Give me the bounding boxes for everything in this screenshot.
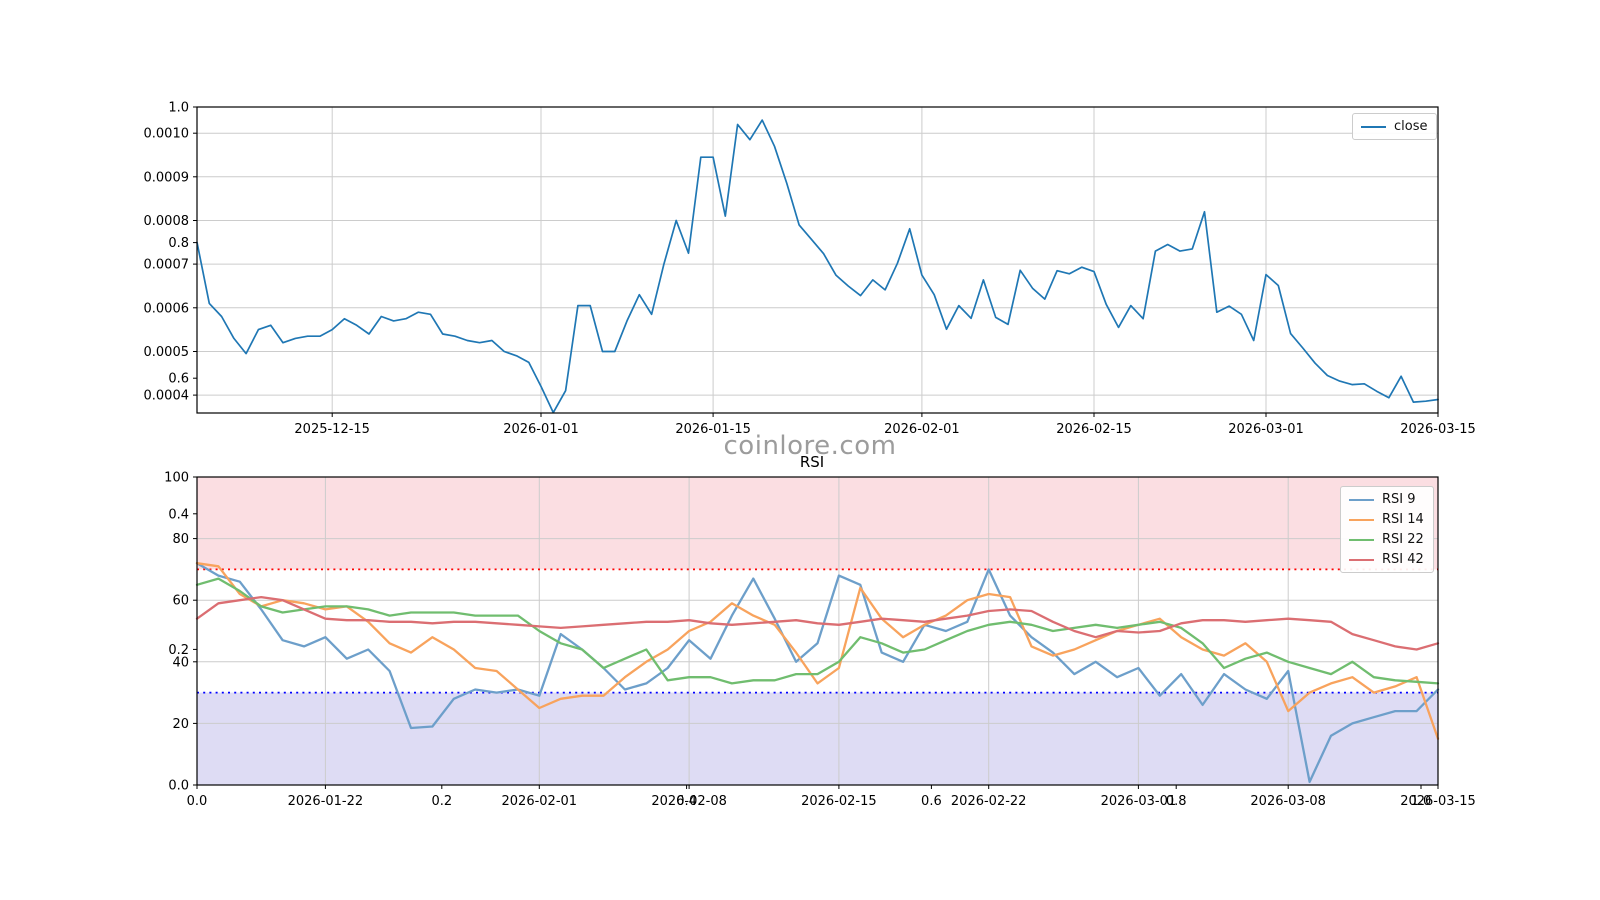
legend-label: RSI 22 xyxy=(1382,532,1424,547)
legend-item-close: close xyxy=(1361,118,1427,135)
rsi42-line-swatch xyxy=(1349,558,1374,561)
svg-text:0.0005: 0.0005 xyxy=(144,345,190,360)
rsi-x-axis: 2026-01-22 2026-02-01 2026-02-08 2026-02-15… xyxy=(288,785,1476,809)
price-x-axis: 2025-12-15 2026-01-01 2026-01-15 2026-02-01… xyxy=(294,413,1476,437)
legend-label: RSI 9 xyxy=(1382,492,1416,507)
svg-text:0.4: 0.4 xyxy=(676,794,697,809)
svg-text:2026-03-01: 2026-03-01 xyxy=(1101,794,1177,809)
svg-text:0.6: 0.6 xyxy=(921,794,942,809)
svg-text:2026-01-15: 2026-01-15 xyxy=(675,422,751,437)
svg-text:2026-02-08: 2026-02-08 xyxy=(651,794,727,809)
price-legend: close xyxy=(1352,113,1438,140)
rsi-chart: 2026-01-22 2026-02-01 2026-02-08 2026-02-15… xyxy=(164,471,1476,810)
legend-label: RSI 14 xyxy=(1382,512,1424,527)
svg-text:2026-02-15: 2026-02-15 xyxy=(801,794,877,809)
svg-text:1.0: 1.0 xyxy=(1411,794,1432,809)
svg-text:0.2: 0.2 xyxy=(168,643,189,658)
svg-text:2026-01-01: 2026-01-01 xyxy=(503,422,579,437)
svg-text:0.0010: 0.0010 xyxy=(144,127,190,142)
svg-text:2026-03-15: 2026-03-15 xyxy=(1400,422,1476,437)
legend-label: RSI 42 xyxy=(1382,552,1424,567)
svg-text:0.2: 0.2 xyxy=(431,794,452,809)
svg-text:0.8: 0.8 xyxy=(168,236,189,251)
svg-text:0.8: 0.8 xyxy=(1166,794,1187,809)
rsi14-line-swatch xyxy=(1349,518,1374,521)
legend-item-rsi42: RSI 42 xyxy=(1349,551,1424,568)
rsi22-line-swatch xyxy=(1349,538,1374,541)
svg-text:2026-03-08: 2026-03-08 xyxy=(1250,794,1326,809)
overbought-band xyxy=(197,477,1438,570)
svg-text:0.0: 0.0 xyxy=(187,794,208,809)
svg-text:2026-01-22: 2026-01-22 xyxy=(288,794,364,809)
price-y-axis: 0.0004 0.0005 0.0006 0.0007 0.0008 0.0009 0.00… xyxy=(144,127,197,404)
svg-text:0.0007: 0.0007 xyxy=(144,258,190,273)
overlay-axis: 1.0 0.8 0.6 0.4 0.2 0.00.0 0.2 0.4 0.6 0.8 1.0 xyxy=(168,101,1431,810)
svg-text:2026-02-22: 2026-02-22 xyxy=(951,794,1027,809)
rsi-y-axis: 20 40 60 80 100 xyxy=(164,471,197,732)
rsi-line-rsi9 xyxy=(195,562,1440,784)
price-chart: 2025-12-15 2026-01-01 2026-01-15 2026-02-01… xyxy=(144,106,1476,437)
svg-text:0.0004: 0.0004 xyxy=(144,389,190,404)
svg-text:60: 60 xyxy=(172,594,189,609)
svg-text:0.0009: 0.0009 xyxy=(144,170,190,185)
svg-text:40: 40 xyxy=(172,655,189,670)
close-line-swatch xyxy=(1361,125,1386,128)
svg-text:2026-03-01: 2026-03-01 xyxy=(1228,422,1304,437)
svg-text:2026-02-01: 2026-02-01 xyxy=(884,422,960,437)
svg-text:0.0006: 0.0006 xyxy=(144,301,190,316)
legend-item-rsi9: RSI 9 xyxy=(1349,491,1424,508)
rsi-line-rsi42 xyxy=(195,595,1440,651)
rsi-legend: RSI 9 RSI 14 RSI 22 RSI 42 xyxy=(1340,486,1434,573)
svg-text:0.4: 0.4 xyxy=(168,507,189,522)
watermark: coinlore.com xyxy=(723,431,897,461)
oversold-band xyxy=(197,692,1438,785)
svg-text:1.0: 1.0 xyxy=(168,101,189,116)
close-line xyxy=(196,119,1439,414)
svg-text:20: 20 xyxy=(172,717,189,732)
svg-text:100: 100 xyxy=(164,471,189,486)
svg-text:0.0: 0.0 xyxy=(168,779,189,794)
svg-text:2026-02-01: 2026-02-01 xyxy=(502,794,578,809)
rsi-chart-title: RSI xyxy=(799,453,825,471)
rsi-line-rsi22 xyxy=(195,577,1440,685)
svg-text:2026-03-15: 2026-03-15 xyxy=(1400,794,1476,809)
svg-text:0.6: 0.6 xyxy=(168,372,189,387)
svg-text:2026-02-15: 2026-02-15 xyxy=(1056,422,1132,437)
legend-label: close xyxy=(1394,119,1428,134)
svg-text:0.0008: 0.0008 xyxy=(144,214,190,229)
legend-item-rsi14: RSI 14 xyxy=(1349,511,1424,528)
rsi9-line-swatch xyxy=(1349,498,1374,501)
legend-item-rsi22: RSI 22 xyxy=(1349,531,1424,548)
svg-text:80: 80 xyxy=(172,532,189,547)
svg-text:2025-12-15: 2025-12-15 xyxy=(294,422,370,437)
rsi-line-rsi14 xyxy=(195,562,1440,740)
